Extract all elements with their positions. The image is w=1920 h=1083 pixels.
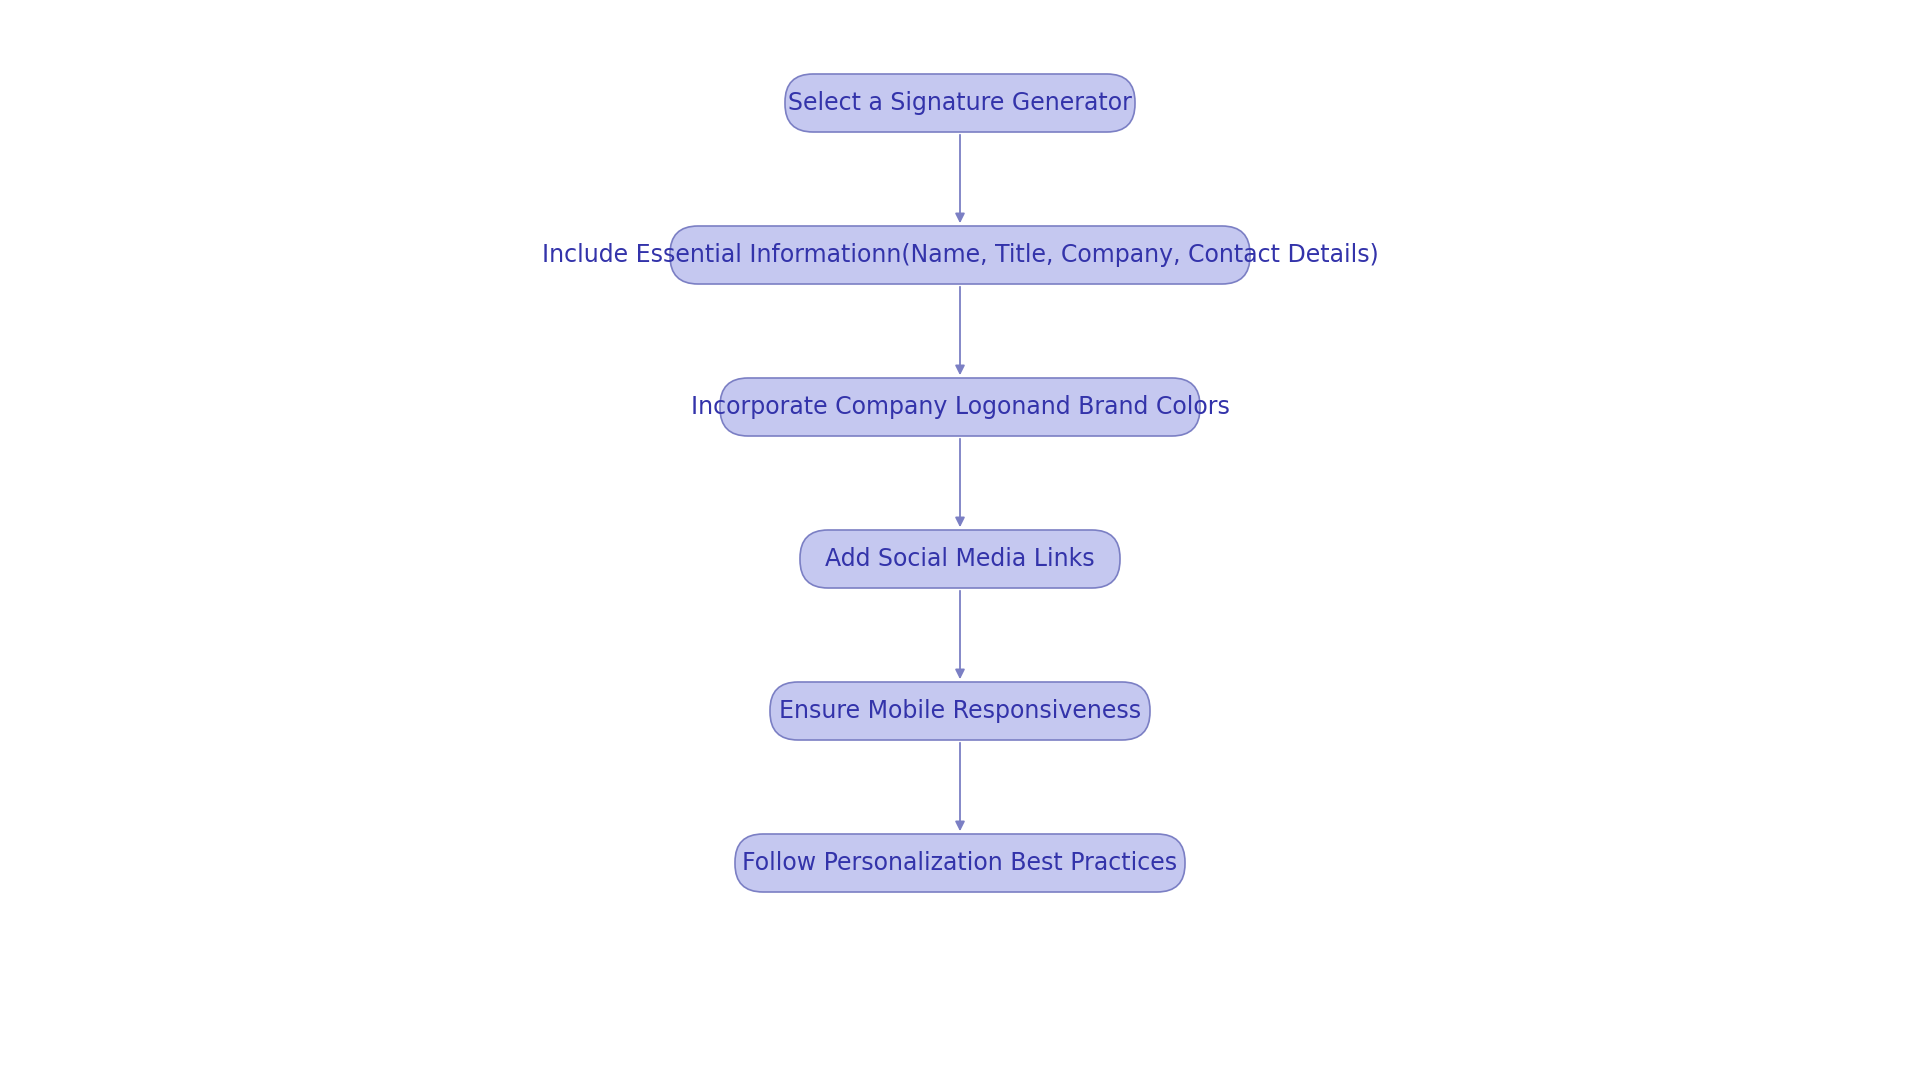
FancyBboxPatch shape: [770, 682, 1150, 740]
Text: Add Social Media Links: Add Social Media Links: [826, 547, 1094, 571]
Text: Incorporate Company Logonand Brand Colors: Incorporate Company Logonand Brand Color…: [691, 395, 1229, 419]
FancyBboxPatch shape: [670, 226, 1250, 284]
FancyBboxPatch shape: [720, 378, 1200, 436]
Text: Select a Signature Generator: Select a Signature Generator: [787, 91, 1133, 115]
FancyBboxPatch shape: [735, 834, 1185, 892]
Text: Include Essential Informationn(Name, Title, Company, Contact Details): Include Essential Informationn(Name, Tit…: [541, 243, 1379, 268]
FancyBboxPatch shape: [801, 530, 1119, 588]
Text: Ensure Mobile Responsiveness: Ensure Mobile Responsiveness: [780, 699, 1140, 723]
Text: Follow Personalization Best Practices: Follow Personalization Best Practices: [743, 851, 1177, 875]
FancyBboxPatch shape: [785, 74, 1135, 132]
